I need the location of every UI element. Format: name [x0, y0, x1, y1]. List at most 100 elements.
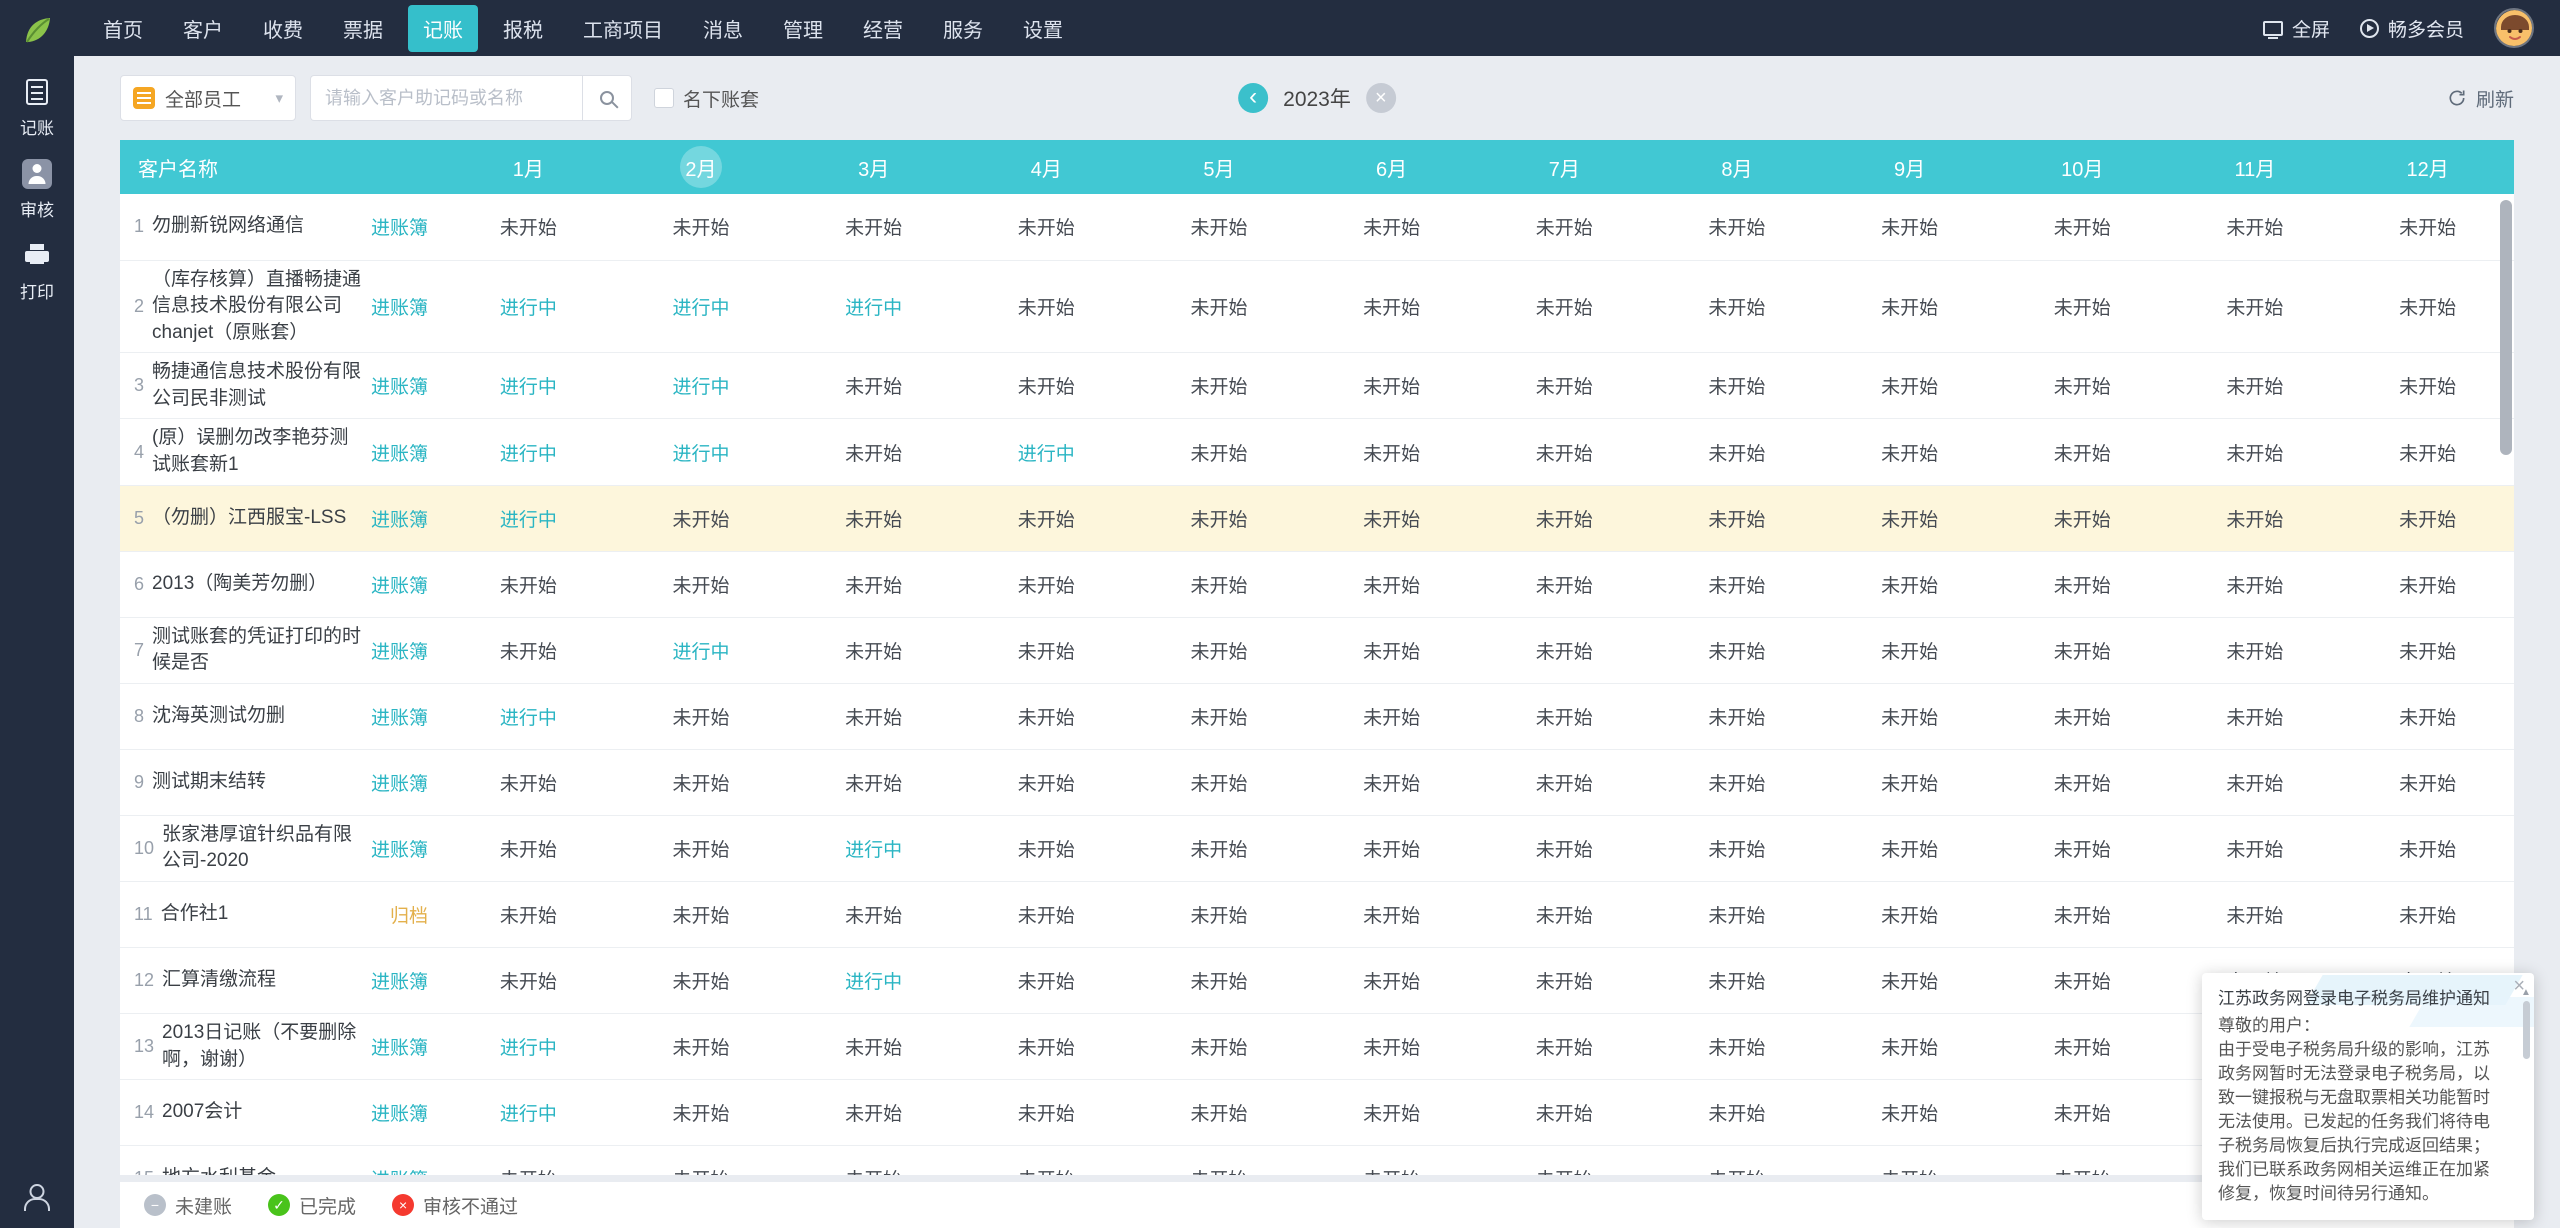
- status-cell[interactable]: 未开始: [2341, 815, 2514, 883]
- status-cell[interactable]: 未开始: [2168, 551, 2342, 618]
- status-cell[interactable]: 未开始: [1650, 881, 1824, 949]
- status-cell[interactable]: 未开始: [1650, 194, 1824, 261]
- status-cell[interactable]: 未开始: [614, 551, 788, 618]
- status-cell[interactable]: 未开始: [1995, 815, 2169, 883]
- status-cell[interactable]: 未开始: [1995, 683, 2169, 750]
- status-cell[interactable]: 未开始: [2168, 352, 2342, 420]
- menu-item-收费[interactable]: 收费: [263, 19, 303, 42]
- status-cell[interactable]: 未开始: [1305, 1145, 1478, 1175]
- status-cell[interactable]: 未开始: [1477, 1145, 1651, 1175]
- status-cell[interactable]: 未开始: [1650, 947, 1824, 1015]
- status-cell[interactable]: 未开始: [2168, 260, 2342, 354]
- status-cell[interactable]: 未开始: [1995, 485, 2169, 552]
- status-cell[interactable]: 未开始: [959, 881, 1133, 949]
- status-cell[interactable]: 未开始: [442, 881, 615, 949]
- clear-year-button[interactable]: ×: [1365, 83, 1396, 113]
- status-cell[interactable]: 未开始: [1305, 617, 1478, 684]
- status-cell[interactable]: 未开始: [1650, 683, 1824, 750]
- status-cell[interactable]: 未开始: [2341, 749, 2514, 816]
- status-cell[interactable]: 未开始: [787, 749, 960, 816]
- status-cell[interactable]: 未开始: [2168, 485, 2342, 552]
- status-cell[interactable]: 未开始: [1132, 1145, 1306, 1175]
- my-accounts-filter[interactable]: 名下账套: [654, 85, 759, 112]
- status-cell[interactable]: 未开始: [2341, 551, 2514, 618]
- status-cell[interactable]: 未开始: [614, 815, 788, 883]
- status-cell[interactable]: 未开始: [1995, 947, 2169, 1015]
- status-cell[interactable]: 未开始: [787, 418, 960, 486]
- month-header-2月[interactable]: 2月: [614, 140, 788, 194]
- status-cell[interactable]: 未开始: [1477, 1013, 1651, 1081]
- month-header-9月[interactable]: 9月: [1823, 140, 1996, 194]
- status-cell[interactable]: 未开始: [1650, 551, 1824, 618]
- status-cell[interactable]: 未开始: [1995, 1013, 2169, 1081]
- status-cell[interactable]: 未开始: [2168, 881, 2342, 949]
- status-cell[interactable]: 未开始: [1305, 1079, 1478, 1147]
- status-cell[interactable]: 未开始: [959, 194, 1133, 261]
- status-cell[interactable]: 未开始: [2341, 418, 2514, 486]
- status-cell[interactable]: 未开始: [959, 815, 1133, 883]
- status-cell[interactable]: 未开始: [614, 194, 788, 261]
- status-cell[interactable]: 未开始: [614, 749, 788, 816]
- row-action-link[interactable]: 进账簿: [370, 575, 428, 597]
- status-cell[interactable]: 未开始: [1477, 947, 1651, 1015]
- status-cell[interactable]: 未开始: [1132, 485, 1306, 552]
- status-cell[interactable]: 未开始: [1305, 815, 1478, 883]
- status-cell[interactable]: 未开始: [1477, 194, 1651, 261]
- status-cell[interactable]: 未开始: [1650, 352, 1824, 420]
- status-cell[interactable]: 未开始: [1995, 617, 2169, 684]
- status-cell[interactable]: 进行中: [787, 260, 960, 354]
- month-header-4月[interactable]: 4月: [959, 140, 1133, 194]
- status-cell[interactable]: 进行中: [614, 418, 788, 486]
- status-cell[interactable]: 未开始: [2168, 815, 2342, 883]
- status-cell[interactable]: 未开始: [1132, 352, 1306, 420]
- status-cell[interactable]: 未开始: [1650, 1079, 1824, 1147]
- fullscreen-button[interactable]: 全屏: [2262, 15, 2330, 42]
- status-cell[interactable]: 未开始: [1823, 418, 1996, 486]
- status-cell[interactable]: 进行中: [787, 947, 960, 1015]
- status-cell[interactable]: 未开始: [787, 485, 960, 552]
- status-cell[interactable]: 未开始: [1823, 683, 1996, 750]
- row-action-link[interactable]: 进账簿: [370, 972, 428, 994]
- row-action-link[interactable]: 进账簿: [370, 839, 428, 861]
- status-cell[interactable]: 未开始: [787, 1079, 960, 1147]
- menu-item-服务[interactable]: 服务: [943, 19, 983, 42]
- month-header-11月[interactable]: 11月: [2168, 140, 2342, 194]
- status-cell[interactable]: 未开始: [2168, 418, 2342, 486]
- sidebar-item-打印[interactable]: 打印: [20, 230, 54, 312]
- status-cell[interactable]: 未开始: [1650, 1145, 1824, 1175]
- avatar[interactable]: [2494, 8, 2534, 48]
- month-header-1月[interactable]: 1月: [442, 140, 615, 194]
- status-cell[interactable]: 未开始: [1477, 881, 1651, 949]
- status-cell[interactable]: 未开始: [1132, 815, 1306, 883]
- status-cell[interactable]: 未开始: [2168, 617, 2342, 684]
- status-cell[interactable]: 未开始: [959, 485, 1133, 552]
- status-cell[interactable]: 未开始: [1477, 418, 1651, 486]
- month-header-8月[interactable]: 8月: [1650, 140, 1824, 194]
- row-action-link[interactable]: 进账簿: [370, 297, 428, 319]
- status-cell[interactable]: 未开始: [1132, 881, 1306, 949]
- month-header-7月[interactable]: 7月: [1477, 140, 1651, 194]
- status-cell[interactable]: 未开始: [1305, 881, 1478, 949]
- status-cell[interactable]: 未开始: [1995, 352, 2169, 420]
- row-action-link[interactable]: 进账簿: [370, 1038, 428, 1060]
- status-cell[interactable]: 未开始: [1305, 418, 1478, 486]
- status-cell[interactable]: 未开始: [959, 947, 1133, 1015]
- status-cell[interactable]: 未开始: [1823, 617, 1996, 684]
- status-cell[interactable]: 未开始: [614, 947, 788, 1015]
- row-action-link[interactable]: 进账簿: [370, 443, 428, 465]
- status-cell[interactable]: 未开始: [787, 551, 960, 618]
- status-cell[interactable]: 未开始: [1132, 551, 1306, 618]
- menu-item-设置[interactable]: 设置: [1023, 19, 1063, 42]
- status-cell[interactable]: 未开始: [787, 881, 960, 949]
- status-cell[interactable]: 未开始: [2341, 881, 2514, 949]
- status-cell[interactable]: 未开始: [1305, 1013, 1478, 1081]
- row-action-link[interactable]: 进账簿: [370, 218, 428, 240]
- status-cell[interactable]: 未开始: [959, 617, 1133, 684]
- membership-button[interactable]: 畅多会员: [2359, 15, 2464, 42]
- status-cell[interactable]: 未开始: [1305, 260, 1478, 354]
- status-cell[interactable]: 未开始: [959, 551, 1133, 618]
- status-cell[interactable]: 未开始: [1823, 485, 1996, 552]
- search-input[interactable]: [310, 75, 582, 121]
- sidebar-item-审核[interactable]: 审核: [20, 148, 54, 230]
- status-cell[interactable]: 未开始: [1823, 1145, 1996, 1175]
